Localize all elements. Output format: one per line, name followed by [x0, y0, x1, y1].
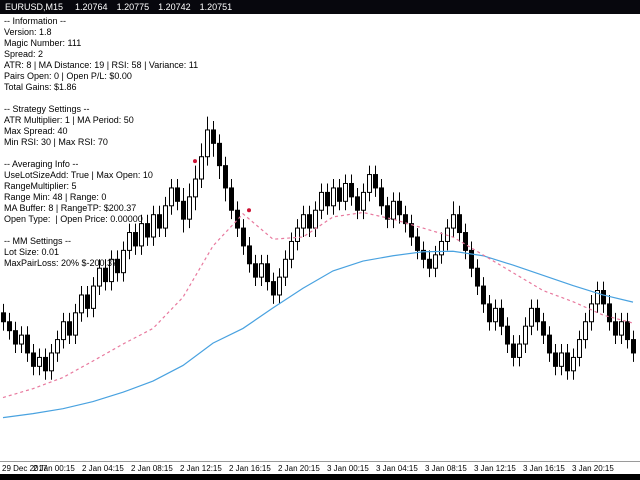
time-axis-label: 3 Jan 20:15	[572, 464, 614, 473]
time-axis-label: 3 Jan 04:15	[376, 464, 418, 473]
time-axis-label: 2 Jan 00:15	[33, 464, 75, 473]
time-axis-label: 3 Jan 00:15	[327, 464, 369, 473]
overlay-section-header: -- MM Settings --	[4, 236, 72, 246]
bottom-strip	[0, 474, 640, 480]
overlay-section-header: -- Strategy Settings --	[4, 104, 90, 114]
overlay-info-line: RangeMultiplier: 5	[4, 181, 77, 191]
quote-close: 1.20751	[199, 2, 233, 12]
overlay-info-line: Version: 1.8	[4, 27, 52, 37]
time-axis-label: 3 Jan 12:15	[474, 464, 516, 473]
time-axis[interactable]: 29 Dec 2017 2 Jan 00:15 2 Jan 04:15 2 Jan 0…	[0, 461, 640, 474]
overlay-info-line: Lot Size: 0.01	[4, 247, 60, 257]
quote-low: 1.20742	[158, 2, 191, 12]
quote-open: 1.20764	[75, 2, 108, 12]
time-axis-label: 2 Jan 20:15	[278, 464, 320, 473]
overlay-section-header: -- Averaging Info --	[4, 159, 79, 169]
overlay-info-line: Spread: 2	[4, 49, 44, 59]
overlay-info-line: Magic Number: 111	[4, 38, 82, 48]
ea-info-overlay: -- Information -- Version: 1.8 Magic Numbe…	[4, 16, 198, 269]
overlay-info-line	[4, 93, 198, 104]
overlay-info-line: ATR: 8 | MA Distance: 19 | RSI: 58 | Var…	[4, 60, 199, 70]
overlay-info-line: MaxPairLoss: 20% $-200.37	[4, 258, 118, 268]
time-axis-label: 29 Dec 2017	[2, 464, 48, 473]
overlay-info-line: Max Spread: 40	[4, 126, 68, 136]
overlay-info-line: Total Gains: $1.86	[4, 82, 77, 92]
overlay-info-line	[4, 225, 198, 236]
symbol-timeframe-label: EURUSD,M15	[5, 2, 64, 12]
time-axis-label: 2 Jan 04:15	[82, 464, 124, 473]
overlay-info-line: UseLotSizeAdd: True | Max Open: 10	[4, 170, 153, 180]
overlay-info-line: Pairs Open: 0 | Open P/L: $0.00	[4, 71, 132, 81]
overlay-info-line: Range Min: 48 | Range: 0	[4, 192, 107, 202]
overlay-info-line: ATR Multiplier: 1 | MA Period: 50	[4, 115, 134, 125]
overlay-info-line: Open Type: | Open Price: 0.00000	[4, 214, 143, 224]
time-axis-label: 2 Jan 08:15	[131, 464, 173, 473]
overlay-info-line: Min RSI: 30 | Max RSI: 70	[4, 137, 108, 147]
overlay-info-line	[4, 148, 198, 159]
chart-titlebar: EURUSD,M15 1.20764 1.20775 1.20742 1.207…	[0, 0, 640, 14]
time-axis-label: 2 Jan 16:15	[229, 464, 271, 473]
time-axis-label: 2 Jan 12:15	[180, 464, 222, 473]
time-axis-label: 3 Jan 08:15	[425, 464, 467, 473]
overlay-section-header: -- Information --	[4, 16, 67, 26]
overlay-info-line: MA Buffer: 8 | RangeTP: $200.37	[4, 203, 137, 213]
time-axis-label: 3 Jan 16:15	[523, 464, 565, 473]
quote-high: 1.20775	[116, 2, 150, 12]
